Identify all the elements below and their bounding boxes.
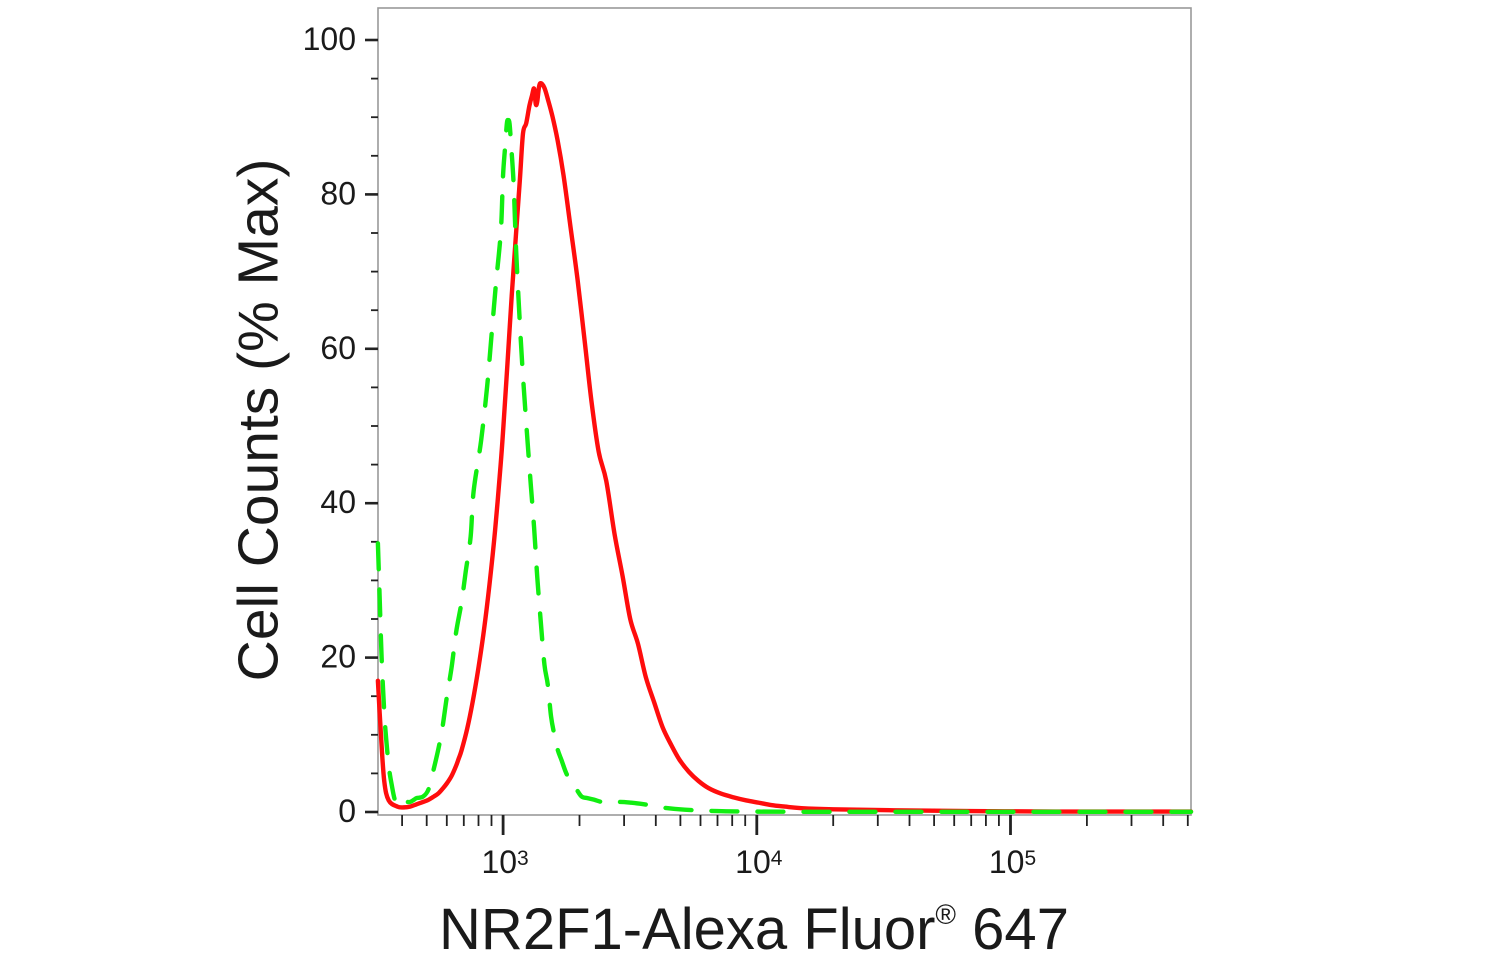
svg-text:60: 60 [320, 330, 356, 366]
svg-text:20: 20 [320, 639, 356, 675]
svg-text:0: 0 [338, 793, 356, 829]
svg-text:104: 104 [735, 844, 783, 880]
svg-text:80: 80 [320, 175, 356, 211]
svg-text:40: 40 [320, 484, 356, 520]
svg-text:100: 100 [303, 21, 356, 57]
svg-text:105: 105 [989, 844, 1036, 880]
svg-text:103: 103 [481, 844, 528, 880]
